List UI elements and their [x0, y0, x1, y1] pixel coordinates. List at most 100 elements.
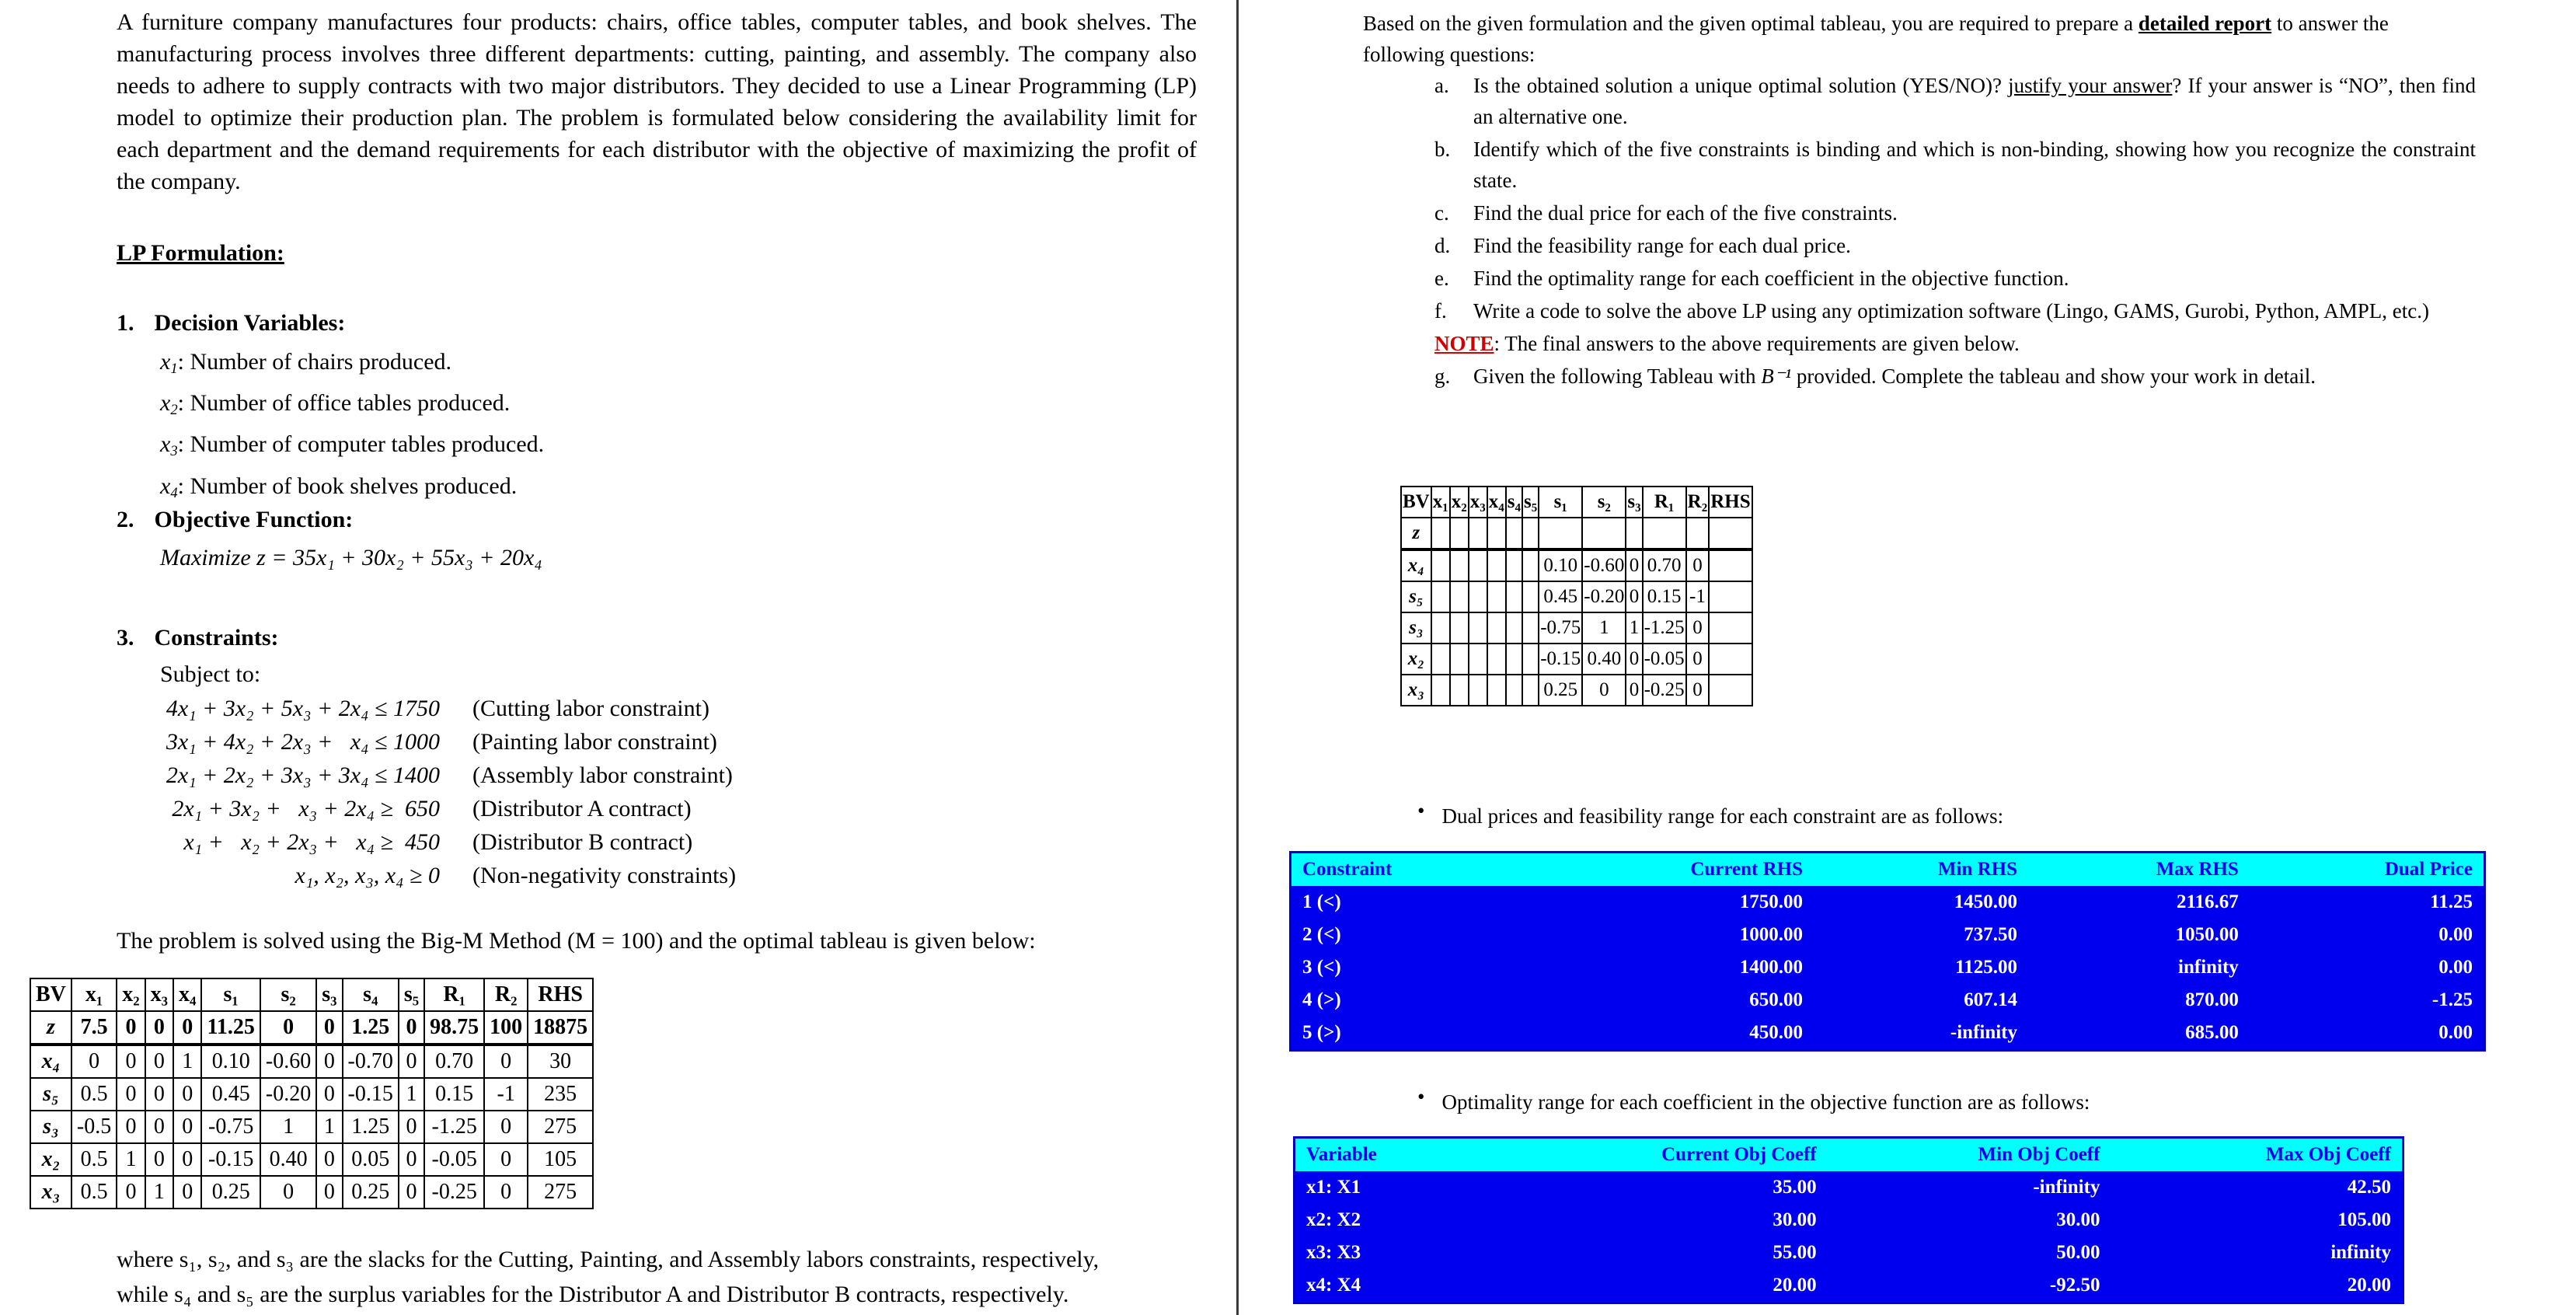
column-header: s₁: [200, 978, 261, 1012]
row-label-cell: x4: X4: [1294, 1269, 1479, 1303]
table-cell: 0.10: [200, 1044, 261, 1079]
table-cell: [1448, 643, 1469, 675]
column-header: RHS: [527, 978, 594, 1012]
column-header: BV: [1400, 486, 1432, 518]
table-cell: 0.05: [341, 1142, 399, 1177]
table-cell: 0.40: [1581, 643, 1627, 675]
table-cell: 35.00: [1478, 1171, 1828, 1204]
constraint-expression: 2x₁ + 3x₂ + x₃ + 2x₄ ≥ 650: [172, 796, 440, 821]
table-cell: 0.45: [200, 1077, 261, 1111]
column-header: BV: [30, 978, 72, 1012]
table-cell: 42.50: [2111, 1171, 2403, 1204]
question-letter: e.: [1434, 267, 1449, 290]
column-header: Max RHS: [2028, 852, 2250, 886]
table-cell: 105.00: [2111, 1204, 2403, 1237]
table-cell: -0.15: [341, 1077, 399, 1111]
table-cell: [1467, 517, 1488, 551]
table-cell: 0: [116, 1044, 146, 1079]
question-text: Given the following Tableau with B⁻¹ pro…: [1473, 365, 2316, 388]
table-cell: -0.60: [259, 1044, 318, 1079]
dual-prices-bullet: • Dual prices and feasibility range for …: [1417, 801, 2428, 832]
table-cell: [1504, 643, 1523, 675]
table-cell: -0.70: [341, 1044, 399, 1079]
table-cell: [1521, 674, 1540, 706]
table-cell: 0: [397, 1044, 426, 1079]
table-cell: 0: [1625, 674, 1644, 706]
table-cell: 0: [397, 1110, 426, 1144]
row-label-cell: 3 (<): [1290, 951, 1529, 984]
question-text: Write a code to solve the above LP using…: [1473, 299, 2429, 323]
table-cell: [1625, 517, 1644, 551]
question-item: a. Is the obtained solution a unique opt…: [1434, 70, 2476, 132]
basic-variable-cell: z: [30, 1010, 72, 1046]
table-cell: [1467, 549, 1488, 582]
basic-variable-cell: x₂: [1400, 643, 1432, 675]
row-label-cell: 5 (>): [1290, 1017, 1529, 1051]
table-row: s₃ -0.75 1 1 -1.25 0: [1400, 612, 1753, 644]
table-cell: 0: [259, 1010, 318, 1046]
table-cell: [1467, 581, 1488, 613]
table-cell: -1: [1685, 581, 1710, 613]
column-header: s₁: [1538, 486, 1584, 518]
table-cell: 0: [70, 1044, 118, 1079]
column-header: x₃: [1467, 486, 1488, 518]
table-cell: -92.50: [1827, 1269, 2111, 1303]
table-cell: 0.15: [1641, 581, 1687, 613]
question-item: d. Find the feasibility range for each d…: [1434, 230, 2476, 261]
basic-variable-cell: x₄: [30, 1044, 72, 1079]
basic-variable-cell: z: [1400, 517, 1432, 551]
note-row: NOTE: The final answers to the above req…: [1434, 328, 2476, 359]
table-cell: 607.14: [1814, 984, 2029, 1017]
decision-variables-section: 1. Decision Variables: x1: Number of cha…: [117, 307, 544, 511]
table-row: x₂ -0.15 0.40 0 -0.05 0: [1400, 643, 1753, 675]
table-header-row: BV x₁ x₂ x₃ x₄ s₁ s₂ s₃ s₄ s₅ R₁ R₂ RHS: [30, 978, 594, 1012]
table-cell: [1521, 581, 1540, 613]
table-row: 3 (<) 1400.00 1125.00 infinity 0.00: [1290, 951, 2485, 984]
question-item: c. Find the dual price for each of the f…: [1434, 197, 2476, 228]
table-cell: [1521, 549, 1540, 582]
table-row: x2: X2 30.00 30.00 105.00: [1294, 1204, 2403, 1237]
table-cell: 0.70: [1641, 549, 1687, 582]
table-cell: 1: [1625, 612, 1644, 644]
bullet-icon: •: [1417, 799, 1425, 822]
table-cell: 0: [1625, 549, 1644, 582]
table-cell: 98.75: [424, 1010, 486, 1046]
binverse-tableau: BV x₁ x₂ x₃ x₄ s₄ s₅ s₁ s₂ s₃ R₁ R₂ RHS z x₄ 0.10 -0.60…: [1400, 486, 1753, 706]
table-cell: 1: [144, 1175, 175, 1209]
table-cell: [1430, 643, 1451, 675]
table-cell: [1581, 517, 1627, 551]
constraint-expression: 2x₁ + 2x₂ + 3x₃ + 3x₄ ≤ 1400: [166, 762, 440, 788]
constraints-section: 3. Constraints: Subject to: 4x₁ + 3x₂ + …: [117, 622, 736, 892]
bigm-method-line: The problem is solved using the Big-M Me…: [117, 928, 1036, 954]
table-cell: -1.25: [1641, 612, 1687, 644]
table-cell: [1430, 674, 1451, 706]
table-cell: 0: [116, 1010, 146, 1046]
column-header: x₂: [116, 978, 146, 1012]
optimality-range-bullet: • Optimality range for each coefficient …: [1417, 1087, 2428, 1118]
table-cell: 2116.67: [2028, 886, 2250, 919]
table-cell: 235: [527, 1077, 594, 1111]
table-cell: 1: [315, 1110, 343, 1144]
table-row: 2 (<) 1000.00 737.50 1050.00 0.00: [1290, 919, 2485, 951]
table-cell: -0.05: [424, 1142, 486, 1177]
table-cell: 20.00: [1478, 1269, 1828, 1303]
question-text: Find the dual price for each of the five…: [1473, 201, 1898, 225]
table-cell: -0.5: [70, 1110, 118, 1144]
constraint-label: (Cutting labor constraint): [472, 696, 709, 721]
decision-variable-item: x4: Number of book shelves produced.: [160, 473, 518, 501]
table-cell: 1: [397, 1077, 426, 1111]
table-cell: [1708, 612, 1753, 644]
row-label-cell: x3: X3: [1294, 1237, 1479, 1269]
column-header: R₂: [483, 978, 529, 1012]
table-cell: [1708, 517, 1753, 551]
question-letter: a.: [1434, 74, 1449, 97]
table-cell: [1486, 643, 1507, 675]
table-cell: 870.00: [2028, 984, 2250, 1017]
column-header: s₂: [1581, 486, 1627, 518]
table-cell: [1430, 581, 1451, 613]
table-cell: 1450.00: [1814, 886, 2029, 919]
column-header: s₃: [315, 978, 343, 1012]
table-cell: 1000.00: [1529, 919, 1814, 951]
table-cell: [1486, 549, 1507, 582]
table-cell: infinity: [2111, 1237, 2403, 1269]
